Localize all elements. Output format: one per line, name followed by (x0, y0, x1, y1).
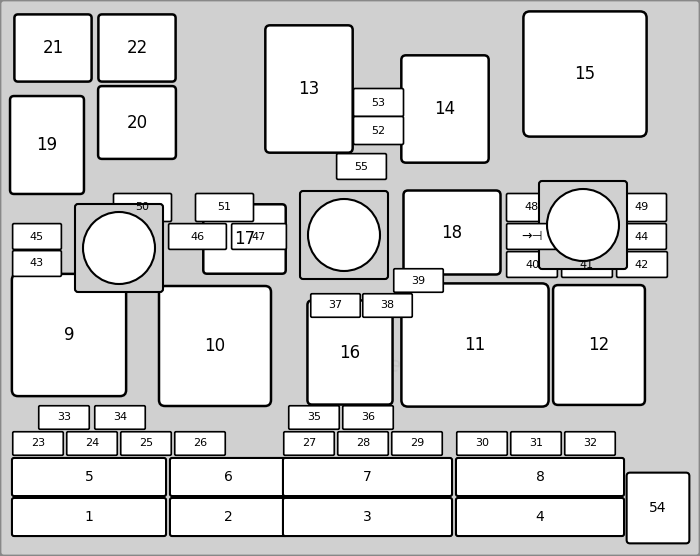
FancyBboxPatch shape (311, 294, 360, 317)
FancyBboxPatch shape (456, 458, 624, 496)
Text: 11: 11 (464, 336, 486, 354)
FancyBboxPatch shape (175, 432, 225, 455)
FancyBboxPatch shape (283, 498, 452, 536)
FancyBboxPatch shape (13, 251, 62, 276)
Text: 49: 49 (634, 202, 649, 212)
FancyBboxPatch shape (511, 432, 561, 455)
Text: 28: 28 (356, 439, 370, 449)
Circle shape (83, 212, 155, 284)
FancyBboxPatch shape (12, 498, 166, 536)
Text: 51: 51 (218, 202, 232, 212)
Text: 32: 32 (583, 439, 597, 449)
Text: 48: 48 (525, 202, 539, 212)
FancyBboxPatch shape (392, 432, 442, 455)
Text: 36: 36 (361, 413, 375, 423)
Text: 43: 43 (30, 259, 44, 269)
FancyBboxPatch shape (393, 269, 443, 292)
Text: 20: 20 (127, 113, 148, 132)
FancyBboxPatch shape (337, 153, 386, 180)
Text: 6: 6 (224, 470, 233, 484)
FancyBboxPatch shape (170, 498, 287, 536)
Text: 46: 46 (190, 231, 204, 241)
Text: 25: 25 (139, 439, 153, 449)
FancyBboxPatch shape (456, 432, 508, 455)
Text: 45: 45 (30, 231, 44, 241)
Text: 4: 4 (536, 510, 545, 524)
Text: 31: 31 (529, 439, 543, 449)
FancyBboxPatch shape (159, 286, 271, 406)
FancyBboxPatch shape (401, 55, 489, 163)
Text: 10: 10 (204, 337, 225, 355)
FancyBboxPatch shape (539, 181, 627, 269)
FancyBboxPatch shape (507, 193, 557, 221)
FancyBboxPatch shape (10, 96, 84, 194)
FancyBboxPatch shape (75, 204, 163, 292)
FancyBboxPatch shape (38, 406, 90, 429)
Text: 8: 8 (536, 470, 545, 484)
FancyBboxPatch shape (12, 274, 126, 396)
FancyBboxPatch shape (307, 300, 393, 405)
FancyBboxPatch shape (170, 458, 287, 496)
FancyBboxPatch shape (99, 14, 176, 82)
FancyBboxPatch shape (13, 224, 62, 250)
FancyBboxPatch shape (354, 88, 403, 117)
FancyBboxPatch shape (617, 193, 666, 221)
Text: 55: 55 (354, 161, 368, 171)
Text: →⊣: →⊣ (522, 230, 542, 243)
FancyBboxPatch shape (401, 284, 549, 406)
Text: 24: 24 (85, 439, 99, 449)
FancyBboxPatch shape (524, 12, 647, 137)
FancyBboxPatch shape (354, 117, 403, 145)
FancyBboxPatch shape (283, 458, 452, 496)
FancyBboxPatch shape (13, 432, 63, 455)
Text: 2: 2 (224, 510, 233, 524)
Text: 41: 41 (580, 260, 594, 270)
FancyBboxPatch shape (363, 294, 412, 317)
Text: 33: 33 (57, 413, 71, 423)
FancyBboxPatch shape (203, 204, 286, 274)
FancyBboxPatch shape (94, 406, 146, 429)
FancyBboxPatch shape (195, 193, 253, 221)
FancyBboxPatch shape (507, 252, 557, 277)
Text: 14: 14 (435, 100, 456, 118)
Text: 27: 27 (302, 439, 316, 449)
Text: 52: 52 (372, 126, 386, 136)
Text: 21: 21 (43, 39, 64, 57)
FancyBboxPatch shape (288, 406, 340, 429)
Text: 3: 3 (363, 510, 372, 524)
Text: 5: 5 (85, 470, 93, 484)
FancyBboxPatch shape (15, 14, 92, 82)
Text: FuseBox.info: FuseBox.info (348, 348, 492, 392)
Text: 44: 44 (634, 231, 649, 241)
Text: 13: 13 (298, 80, 320, 98)
Text: 16: 16 (340, 344, 360, 361)
Text: 39: 39 (412, 276, 426, 285)
FancyBboxPatch shape (265, 26, 353, 153)
FancyBboxPatch shape (66, 432, 118, 455)
Text: 47: 47 (252, 231, 266, 241)
Text: 1: 1 (85, 510, 93, 524)
Text: 22: 22 (127, 39, 148, 57)
FancyBboxPatch shape (617, 252, 667, 277)
Text: 15: 15 (575, 65, 596, 83)
Text: 53: 53 (372, 97, 386, 107)
FancyBboxPatch shape (12, 458, 166, 496)
FancyBboxPatch shape (626, 473, 690, 543)
Text: 17: 17 (234, 230, 255, 248)
Text: 7: 7 (363, 470, 372, 484)
FancyBboxPatch shape (120, 432, 172, 455)
Text: 50: 50 (136, 202, 150, 212)
Text: 23: 23 (31, 439, 45, 449)
FancyBboxPatch shape (561, 252, 612, 277)
Text: 19: 19 (36, 136, 57, 154)
FancyBboxPatch shape (284, 432, 335, 455)
FancyBboxPatch shape (337, 432, 388, 455)
Text: 30: 30 (475, 439, 489, 449)
Text: 12: 12 (589, 336, 610, 354)
Text: 34: 34 (113, 413, 127, 423)
Text: 26: 26 (193, 439, 207, 449)
Text: 9: 9 (64, 326, 74, 344)
Circle shape (308, 199, 380, 271)
Circle shape (547, 189, 619, 261)
